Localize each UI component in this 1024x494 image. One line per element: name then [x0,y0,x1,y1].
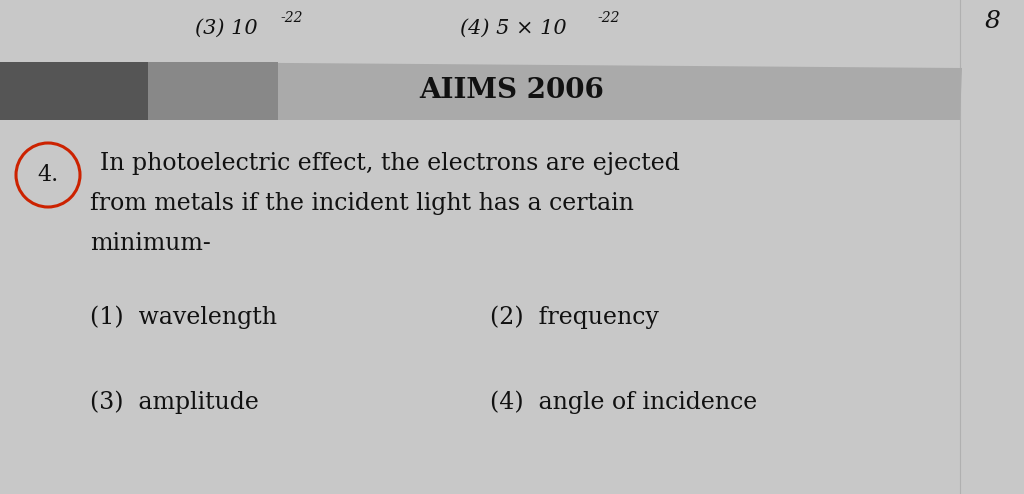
Text: (4)  angle of incidence: (4) angle of incidence [490,390,758,413]
Text: AIIMS 2006: AIIMS 2006 [420,78,604,105]
Text: -22: -22 [597,11,620,25]
Bar [148,62,278,120]
Text: (1)  wavelength: (1) wavelength [90,305,278,329]
Text: 8: 8 [985,10,1000,34]
Text: (3) 10: (3) 10 [195,18,258,38]
Text: (4) 5 × 10: (4) 5 × 10 [460,18,566,38]
Text: In photoelectric effect, the electrons are ejected: In photoelectric effect, the electrons a… [100,152,680,175]
Text: (2)  frequency: (2) frequency [490,305,658,329]
Bar [0,62,175,120]
Text: (3)  amplitude: (3) amplitude [90,390,259,413]
Text: -22: -22 [280,11,302,25]
Text: 4.: 4. [37,164,58,186]
Text: from metals if the incident light has a certain: from metals if the incident light has a … [90,192,634,215]
Text: minimum-: minimum- [90,232,211,255]
Polygon shape [148,62,962,120]
